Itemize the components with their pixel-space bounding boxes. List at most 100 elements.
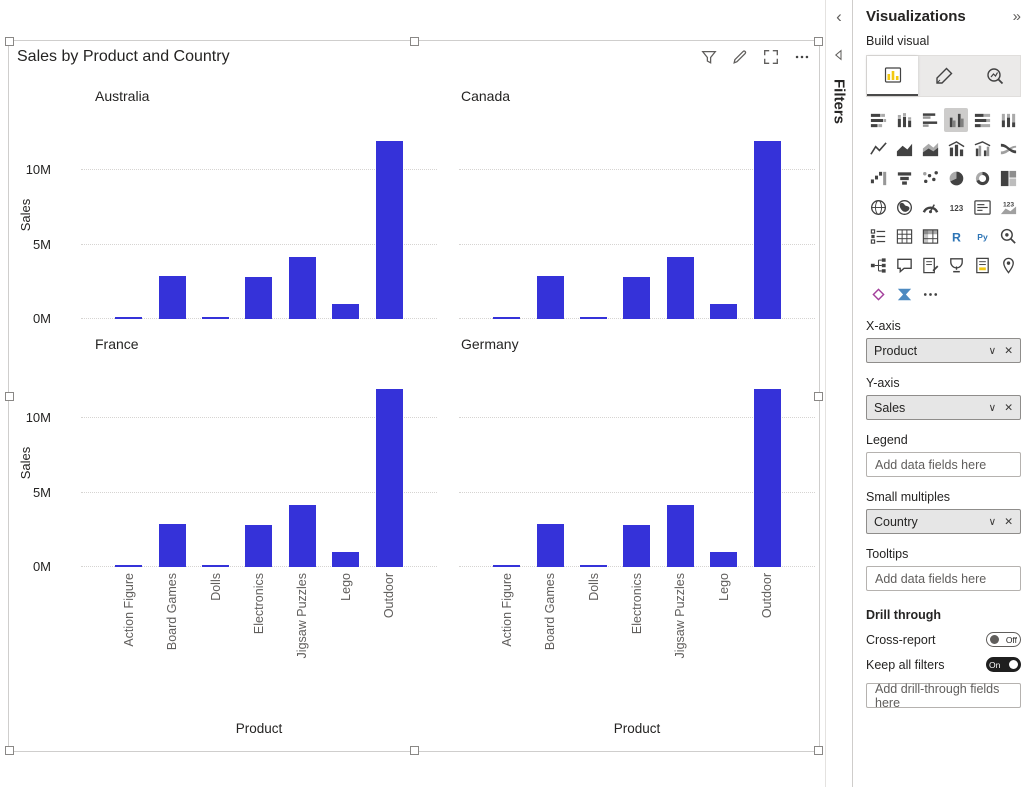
- pie-chart-icon[interactable]: [944, 166, 968, 190]
- clustered-bar-chart-icon[interactable]: [919, 108, 943, 132]
- filters-pane-label[interactable]: Filters: [830, 79, 848, 125]
- bar[interactable]: [580, 565, 608, 567]
- chart-visual[interactable]: Sales by Product and Country Sales 0M 5M 10…: [5, 37, 823, 755]
- 100-stacked-column-chart-icon[interactable]: [996, 108, 1020, 132]
- gauge-icon[interactable]: [919, 195, 943, 219]
- bar[interactable]: [288, 256, 316, 319]
- resize-handle[interactable]: [5, 746, 14, 755]
- tab-format-visual[interactable]: [918, 56, 969, 96]
- bar[interactable]: [332, 552, 360, 567]
- stacked-bar-chart-icon[interactable]: [867, 108, 891, 132]
- map-icon[interactable]: [867, 195, 891, 219]
- bar[interactable]: [158, 275, 186, 319]
- bar[interactable]: [710, 304, 738, 319]
- stacked-column-chart-icon[interactable]: [893, 108, 917, 132]
- bar[interactable]: [623, 525, 651, 567]
- multi-row-card-icon[interactable]: [970, 195, 994, 219]
- filters-pane-collapsed[interactable]: ‹ Filters: [825, 0, 853, 787]
- stacked-area-chart-icon[interactable]: [919, 137, 943, 161]
- tab-build-visual[interactable]: [867, 56, 918, 96]
- bar[interactable]: [536, 523, 564, 567]
- edit-icon[interactable]: [731, 48, 749, 66]
- ribbon-chart-icon[interactable]: [996, 137, 1020, 161]
- power-apps-icon[interactable]: [867, 282, 891, 306]
- bar[interactable]: [666, 256, 694, 319]
- bar[interactable]: [375, 140, 403, 319]
- more-options-icon[interactable]: [793, 48, 811, 66]
- field-pill-country[interactable]: Country ∨ ✕: [866, 509, 1021, 534]
- bar[interactable]: [753, 388, 781, 567]
- waterfall-chart-icon[interactable]: [867, 166, 891, 190]
- python-visual-icon[interactable]: Py: [970, 224, 994, 248]
- bar[interactable]: [202, 565, 230, 567]
- resize-handle[interactable]: [814, 392, 823, 401]
- bar[interactable]: [245, 525, 273, 567]
- kpi-icon[interactable]: 123: [996, 195, 1020, 219]
- line-chart-icon[interactable]: [867, 137, 891, 161]
- bar[interactable]: [158, 523, 186, 567]
- expand-filters-icon[interactable]: ‹: [836, 7, 842, 26]
- 100-stacked-bar-chart-icon[interactable]: [970, 108, 994, 132]
- line-and-stacked-column-chart-icon[interactable]: [944, 137, 968, 161]
- slicer-icon[interactable]: [867, 224, 891, 248]
- dropdown-icon[interactable]: ∨: [988, 515, 997, 528]
- bar[interactable]: [115, 565, 143, 567]
- bar[interactable]: [666, 504, 694, 567]
- field-pill-sales[interactable]: Sales ∨ ✕: [866, 395, 1021, 420]
- area-chart-icon[interactable]: [893, 137, 917, 161]
- bar[interactable]: [580, 317, 608, 319]
- r-script-visual-icon[interactable]: R: [944, 224, 968, 248]
- bar[interactable]: [375, 388, 403, 567]
- remove-field-icon[interactable]: ✕: [1004, 515, 1013, 528]
- report-canvas[interactable]: Sales by Product and Country Sales 0M 5M 10…: [0, 0, 825, 787]
- bar[interactable]: [115, 317, 143, 319]
- key-influencers-icon[interactable]: [996, 224, 1020, 248]
- empty-well[interactable]: Add data fields here: [866, 566, 1021, 591]
- donut-chart-icon[interactable]: [970, 166, 994, 190]
- remove-field-icon[interactable]: ✕: [1004, 344, 1013, 357]
- toggle-keep-all-filters[interactable]: On: [986, 657, 1021, 672]
- clustered-column-chart-icon[interactable]: [944, 108, 969, 132]
- bar[interactable]: [536, 275, 564, 319]
- collapse-pane-icon[interactable]: »: [1012, 8, 1021, 25]
- drill-through-empty-well[interactable]: Add drill-through fields here: [866, 682, 1021, 710]
- resize-handle[interactable]: [814, 746, 823, 755]
- get-more-visuals-icon[interactable]: [919, 282, 943, 306]
- card-icon[interactable]: 123: [944, 195, 968, 219]
- smart-narrative-icon[interactable]: [919, 253, 943, 277]
- bar[interactable]: [493, 317, 521, 319]
- filter-icon[interactable]: [700, 48, 718, 66]
- bar[interactable]: [332, 304, 360, 319]
- focus-mode-icon[interactable]: [762, 48, 780, 66]
- resize-handle[interactable]: [5, 392, 14, 401]
- resize-handle[interactable]: [814, 37, 823, 46]
- bar[interactable]: [288, 504, 316, 567]
- metrics-icon[interactable]: [944, 253, 968, 277]
- resize-handle[interactable]: [410, 37, 419, 46]
- qa-visual-icon[interactable]: [893, 253, 917, 277]
- toggle-cross-report[interactable]: Off: [986, 632, 1021, 647]
- bar[interactable]: [245, 277, 273, 319]
- dropdown-icon[interactable]: ∨: [988, 344, 997, 357]
- bar[interactable]: [493, 565, 521, 567]
- power-automate-icon[interactable]: [893, 282, 917, 306]
- field-pill-product[interactable]: Product ∨ ✕: [866, 338, 1021, 363]
- bar[interactable]: [753, 140, 781, 319]
- resize-handle[interactable]: [5, 37, 14, 46]
- decomposition-tree-icon[interactable]: [867, 253, 891, 277]
- dropdown-icon[interactable]: ∨: [988, 401, 997, 414]
- tab-analytics[interactable]: [969, 56, 1020, 96]
- open-filters-pane-icon[interactable]: [831, 47, 847, 63]
- treemap-icon[interactable]: [996, 166, 1020, 190]
- paginated-report-icon[interactable]: [970, 253, 994, 277]
- resize-handle[interactable]: [410, 746, 419, 755]
- matrix-icon[interactable]: [919, 224, 943, 248]
- remove-field-icon[interactable]: ✕: [1004, 401, 1013, 414]
- table-icon[interactable]: [893, 224, 917, 248]
- filled-map-icon[interactable]: [893, 195, 917, 219]
- bar[interactable]: [623, 277, 651, 319]
- bar[interactable]: [202, 317, 230, 319]
- scatter-chart-icon[interactable]: [919, 166, 943, 190]
- line-and-clustered-column-chart-icon[interactable]: [970, 137, 994, 161]
- arcgis-map-icon[interactable]: [996, 253, 1020, 277]
